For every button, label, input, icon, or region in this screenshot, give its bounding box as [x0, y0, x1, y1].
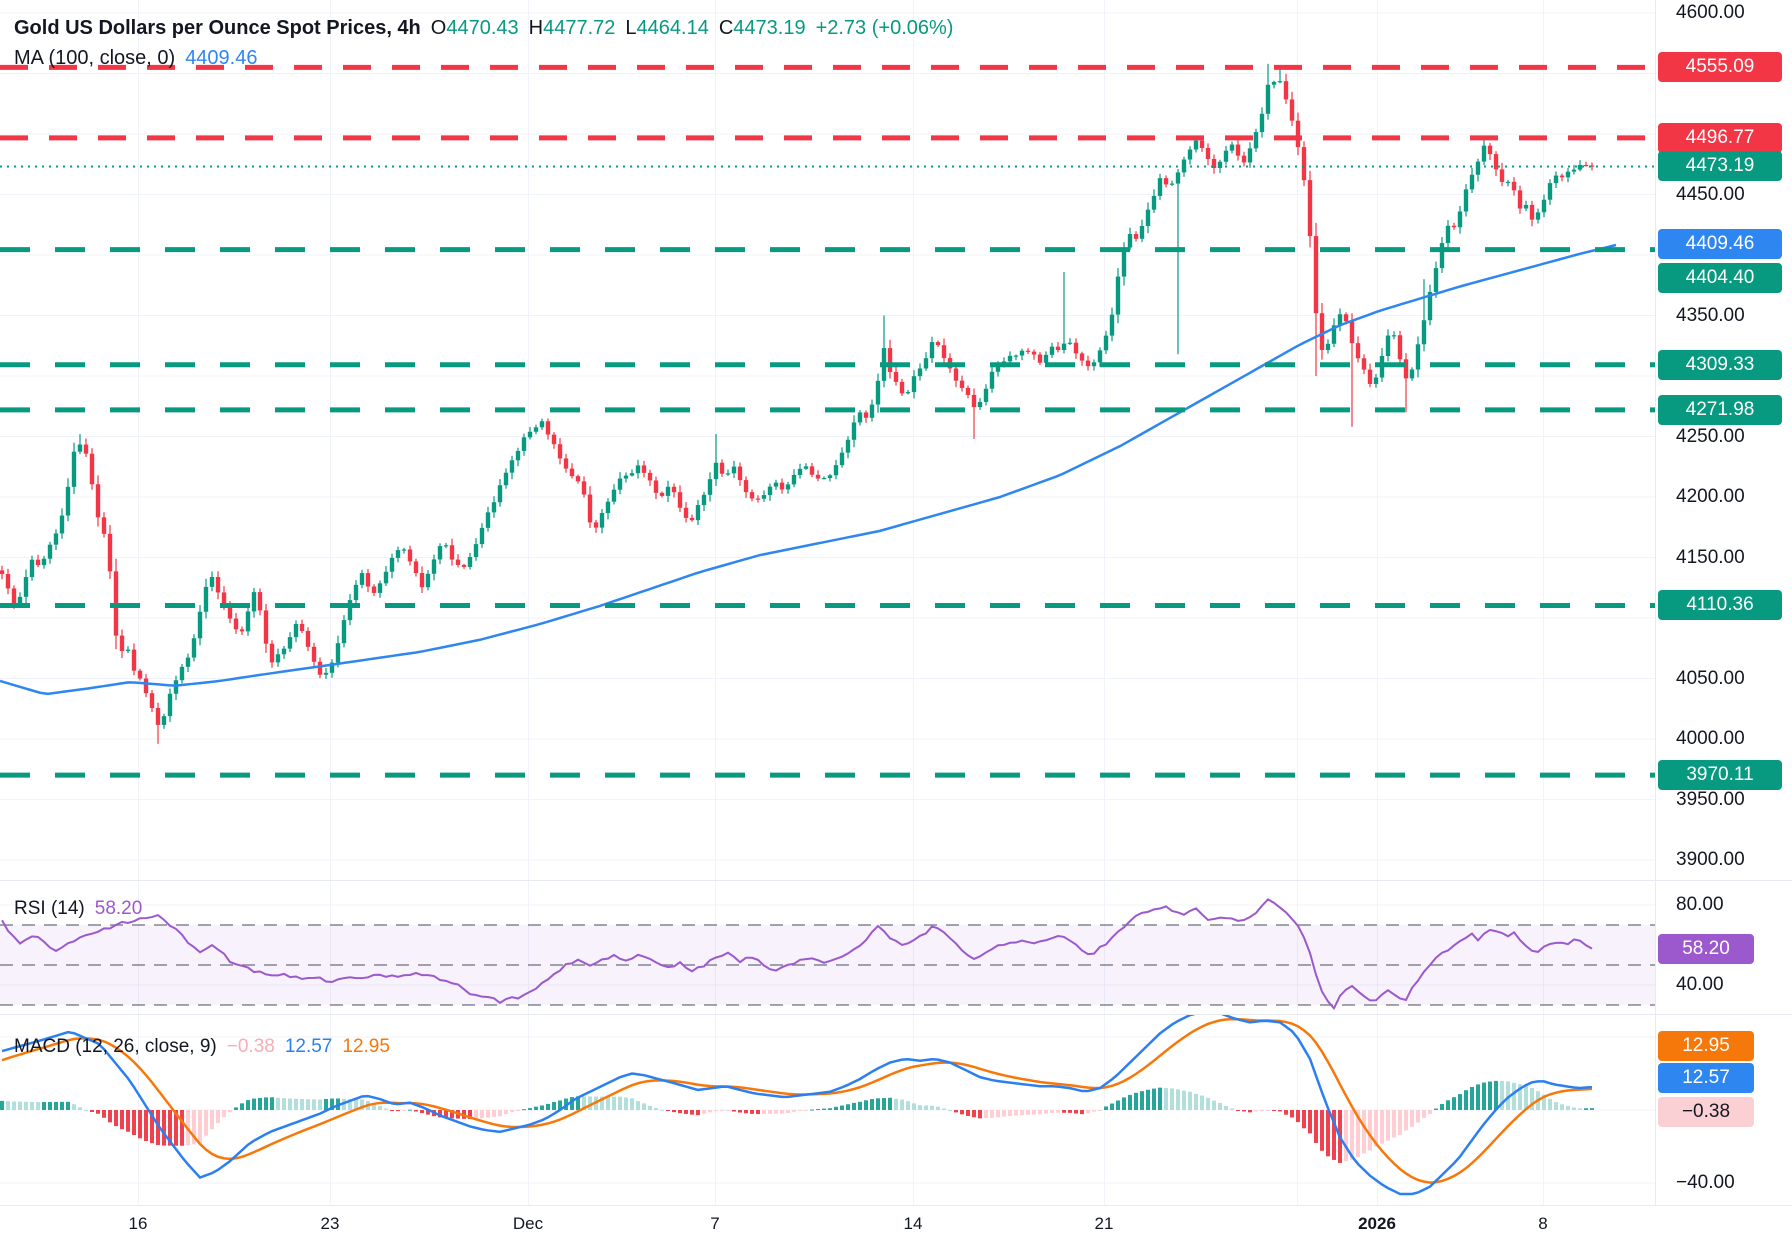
macd-axis-label: −40.00: [1676, 1172, 1735, 1193]
price-level-badge: 4496.77: [1658, 122, 1782, 153]
price-level-badge: 4309.33: [1658, 349, 1782, 380]
price-axis[interactable]: 4600.00 4450.00 4350.00 4250.00 4200.00 4150.…: [1656, 0, 1792, 1246]
price-axis-label: 3900.00: [1676, 849, 1745, 870]
macd-line-value: 12.57: [284, 1036, 333, 1057]
change-value: +2.73 (+0.06%): [815, 17, 954, 39]
rsi-value-badge: 58.20: [1658, 933, 1754, 964]
symbol-legend[interactable]: Gold US Dollars per Ounce Spot Prices, 4…: [14, 17, 953, 40]
macd-legend[interactable]: MACD (12, 26, close, 9) −0.38 12.57 12.9…: [14, 1036, 390, 1058]
macd-label: MACD (12, 26, close, 9): [14, 1036, 217, 1057]
symbol-title: Gold US Dollars per Ounce Spot Prices, 4…: [14, 17, 421, 39]
price-axis-label: 4150.00: [1676, 546, 1745, 568]
rsi-axis-label: 40.00: [1676, 974, 1724, 995]
time-axis-label: 2026: [1358, 1214, 1396, 1233]
price-axis-label: 3950.00: [1676, 788, 1745, 810]
price-level-badge: 4473.19: [1658, 151, 1782, 182]
time-axis-label: 16: [128, 1214, 148, 1233]
candles: [0, 63, 1595, 744]
time-axis-label: 23: [320, 1214, 340, 1233]
price-axis-label: 4200.00: [1676, 486, 1745, 507]
price-level-badge: 4110.36: [1658, 590, 1782, 621]
time-axis-label: Dec: [512, 1214, 544, 1233]
ohlc-high: H4477.72: [528, 17, 616, 39]
ohlc-open: O4470.43: [430, 17, 519, 39]
price-axis-label: 4350.00: [1676, 304, 1745, 326]
price-axis-label: 4450.00: [1676, 183, 1745, 205]
price-axis-label: 4000.00: [1676, 728, 1745, 749]
price-level-badge: 3970.11: [1658, 760, 1782, 791]
price-axis-label: 4050.00: [1676, 667, 1745, 689]
ohlc-low: L4464.14: [625, 17, 709, 39]
price-axis-label: 4600.00: [1676, 2, 1745, 23]
price-level-badge: 4271.98: [1658, 394, 1782, 425]
level-lines: [0, 64, 1655, 778]
macd-line: [1, 1015, 1593, 1196]
macd-hist-value: −0.38: [226, 1036, 275, 1057]
price-axis-label: 4250.00: [1676, 425, 1745, 447]
macd-pane: [0, 1015, 1594, 1196]
pane-separators: [0, 0, 1792, 1206]
rsi-axis-label: 80.00: [1676, 894, 1724, 915]
time-axis[interactable]: 16 23 Dec 7 14 21 2026 8: [0, 1206, 1792, 1246]
time-axis-label: 21: [1094, 1214, 1114, 1233]
macd-value-badge: 12.57: [1658, 1063, 1754, 1093]
rsi-line: [1, 898, 1593, 1011]
rsi-legend[interactable]: RSI (14) 58.20: [14, 898, 142, 920]
macd-value-badge: 12.95: [1658, 1031, 1754, 1061]
price-level-badge: 4404.40: [1658, 263, 1782, 293]
grid: [0, 0, 1655, 1205]
time-axis-label: 14: [903, 1214, 923, 1233]
macd-value-badge: −0.38: [1658, 1097, 1754, 1127]
macd-signal-line: [1, 1017, 1593, 1184]
macd-signal-value: 12.95: [342, 1036, 390, 1057]
price-level-badge: 4409.46: [1658, 228, 1782, 259]
ma-label: MA (100, close, 0): [14, 47, 176, 69]
ma-line: [0, 243, 1617, 696]
ma-legend[interactable]: MA (100, close, 0) 4409.46: [14, 47, 257, 70]
ohlc-close: C4473.19: [718, 17, 806, 39]
ma-value: 4409.46: [185, 47, 258, 69]
time-axis-label: 8: [1538, 1214, 1548, 1233]
rsi-pane: [0, 898, 1655, 1011]
time-axis-label: 7: [710, 1214, 720, 1233]
rsi-label: RSI (14): [14, 898, 85, 919]
rsi-value: 58.20: [94, 898, 143, 919]
price-level-badge: 4555.09: [1658, 52, 1782, 83]
